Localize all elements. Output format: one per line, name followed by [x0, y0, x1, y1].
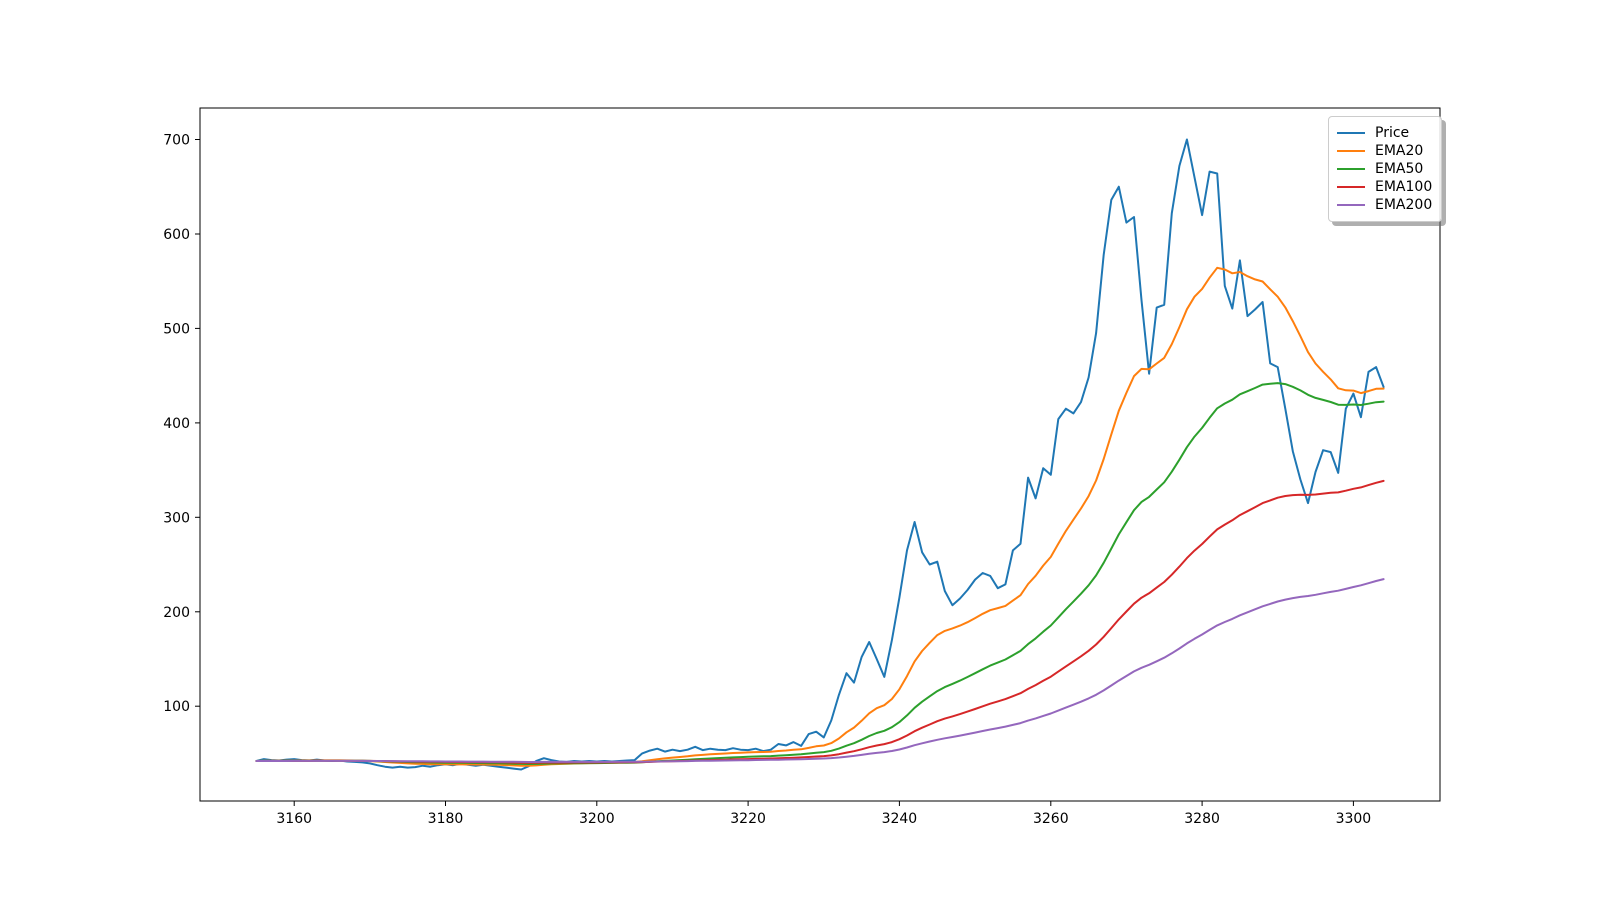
y-tick-label: 600	[163, 227, 190, 243]
legend-item-ema200: EMA200	[1337, 197, 1432, 213]
x-tick-label: 3280	[1184, 811, 1220, 827]
legend: Price EMA20 EMA50 EMA100 EMA200	[1328, 116, 1443, 222]
x-tick-label: 3200	[579, 811, 615, 827]
x-tick-label: 3260	[1033, 811, 1069, 827]
y-tick-label: 400	[163, 416, 190, 432]
chart-series	[255, 138, 1385, 771]
legend-label: EMA100	[1375, 179, 1433, 195]
legend-line-sample	[1337, 150, 1365, 152]
y-tick-label: 500	[163, 321, 190, 337]
axis-ticks: 3160 3180 3200 3220 3240 3260 3280 3300 100 200 30…	[163, 133, 1371, 828]
x-tick-label: 3300	[1336, 811, 1372, 827]
legend-item-price: Price	[1337, 125, 1432, 141]
legend-item-ema20: EMA20	[1337, 143, 1432, 159]
x-tick-label: 3220	[730, 811, 766, 827]
legend-item-ema50: EMA50	[1337, 161, 1432, 177]
y-tick-label: 100	[163, 699, 190, 715]
ema20-line	[255, 266, 1385, 767]
plot-frame	[199, 107, 1441, 802]
ema200-line	[255, 578, 1385, 763]
legend-line-sample	[1337, 168, 1365, 170]
legend-line-sample	[1337, 186, 1365, 188]
y-tick-label: 700	[163, 133, 190, 149]
x-tick-label: 3180	[428, 811, 464, 827]
price-line	[255, 138, 1385, 771]
legend-label: EMA20	[1375, 143, 1424, 159]
legend-item-ema100: EMA100	[1337, 179, 1432, 195]
x-tick-label: 3160	[276, 811, 312, 827]
legend-label: EMA200	[1375, 197, 1433, 213]
ema100-line	[255, 479, 1385, 764]
y-tick-label: 300	[163, 510, 190, 526]
x-tick-label: 3240	[882, 811, 918, 827]
y-tick-label: 200	[163, 605, 190, 621]
legend-line-sample	[1337, 132, 1365, 134]
legend-line-sample	[1337, 204, 1365, 206]
legend-label: EMA50	[1375, 161, 1424, 177]
ema50-line	[255, 382, 1385, 765]
legend-label: Price	[1375, 125, 1410, 141]
axes-frame	[199, 107, 1441, 802]
